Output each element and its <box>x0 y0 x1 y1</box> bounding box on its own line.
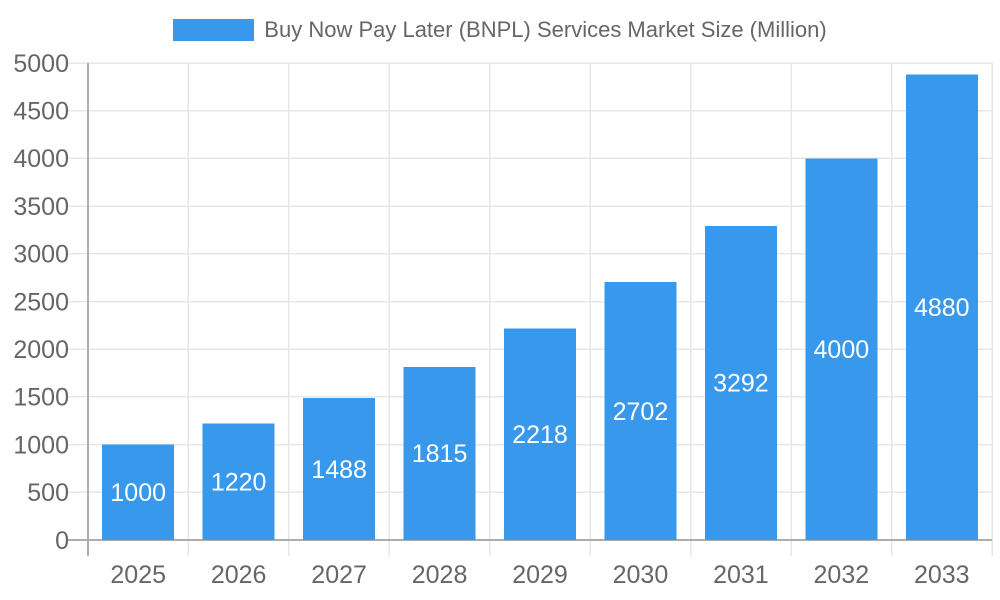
y-axis-tick-label: 4000 <box>13 145 69 173</box>
bar-value-label: 1815 <box>412 440 468 468</box>
y-axis-tick-label: 3500 <box>13 193 69 221</box>
bar[interactable] <box>704 225 777 540</box>
y-axis-tick-label: 3000 <box>13 241 69 269</box>
bar-value-label: 2702 <box>613 398 669 426</box>
y-axis-tick-label: 1000 <box>13 431 69 459</box>
bar-value-label: 3292 <box>713 370 769 398</box>
bar-value-label: 4880 <box>914 294 970 322</box>
bar[interactable] <box>504 328 576 540</box>
x-axis-tick-label: 2028 <box>412 561 468 589</box>
y-axis-tick-label: 0 <box>55 527 69 555</box>
y-axis-tick-label: 5000 <box>13 50 69 78</box>
chart-legend[interactable]: Buy Now Pay Later (BNPL) Services Market… <box>0 17 1000 43</box>
bar-value-label: 1000 <box>110 479 166 507</box>
bar[interactable] <box>905 74 978 540</box>
y-axis-tick-label: 500 <box>27 479 69 507</box>
y-axis-tick-label: 1500 <box>13 384 69 412</box>
x-axis-tick-label: 2027 <box>311 561 367 589</box>
x-axis-tick-label: 2031 <box>713 561 769 589</box>
bar[interactable] <box>604 282 677 540</box>
bar-value-label: 1488 <box>311 456 367 484</box>
bar[interactable] <box>403 366 476 540</box>
bar-value-label: 4000 <box>814 336 870 364</box>
legend-label: Buy Now Pay Later (BNPL) Services Market… <box>264 17 827 42</box>
x-axis-tick-label: 2033 <box>914 561 970 589</box>
x-axis-tick-label: 2030 <box>613 561 669 589</box>
bar-value-label: 1220 <box>211 469 267 497</box>
bar[interactable] <box>102 444 175 540</box>
bar[interactable] <box>202 423 275 540</box>
legend-swatch-icon <box>173 19 255 41</box>
x-axis-tick-label: 2032 <box>814 561 870 589</box>
y-axis-tick-label: 2500 <box>13 288 69 316</box>
x-axis-tick-label: 2025 <box>110 561 166 589</box>
bar[interactable] <box>303 398 376 540</box>
bar[interactable] <box>805 158 878 540</box>
y-axis-tick-label: 2000 <box>13 336 69 364</box>
x-axis-tick-label: 2026 <box>211 561 267 589</box>
bar-value-label: 2218 <box>512 421 568 449</box>
y-axis-tick-label: 4500 <box>13 97 69 125</box>
x-axis-tick-label: 2029 <box>512 561 568 589</box>
